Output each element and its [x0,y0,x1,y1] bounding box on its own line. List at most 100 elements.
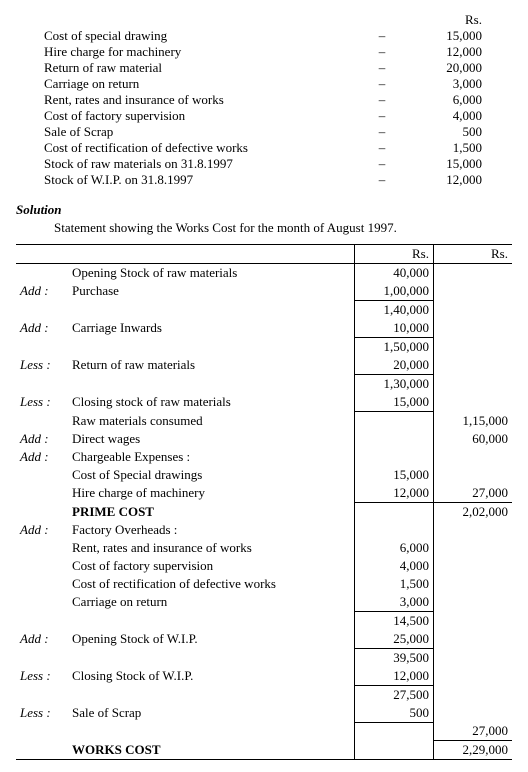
row-operator: Add : [16,448,68,466]
row-description [68,611,355,630]
table-row: 1,50,000 [16,338,512,357]
given-item-amount: 500 [412,124,512,140]
row-amount-col1: 1,500 [355,575,434,593]
row-operator [16,301,68,320]
table-row: Less :Closing Stock of W.I.P.12,000 [16,667,512,686]
row-amount-col1: 1,00,000 [355,282,434,301]
row-description [68,648,355,667]
table-row: Less :Return of raw materials20,000 [16,356,512,375]
row-amount-col1 [355,722,434,741]
given-item-amount: 12,000 [412,44,512,60]
row-amount-col2 [434,264,513,283]
row-operator: Add : [16,430,68,448]
row-amount-col2 [434,319,513,338]
given-item-amount: 15,000 [412,156,512,172]
dash: – [352,92,412,108]
row-description: Factory Overheads : [68,521,355,539]
dash: – [352,156,412,172]
row-amount-col2 [434,648,513,667]
row-amount-col2 [434,557,513,575]
row-amount-col2 [434,466,513,484]
dash: – [352,172,412,188]
table-row: Less :Closing stock of raw materials15,0… [16,393,512,412]
given-data-row: Cost of factory supervision–4,000 [44,108,512,124]
row-amount-col1: 3,000 [355,593,434,612]
row-amount-col2 [434,630,513,649]
table-row: Add :Opening Stock of W.I.P.25,000 [16,630,512,649]
row-amount-col1 [355,741,434,760]
given-data-row: Stock of W.I.P. on 31.8.1997–12,000 [44,172,512,188]
row-amount-col1: 6,000 [355,539,434,557]
given-data-row: Cost of rectification of defective works… [44,140,512,156]
row-amount-col1: 39,500 [355,648,434,667]
row-amount-col1: 1,50,000 [355,338,434,357]
given-data-row: Stock of raw materials on 31.8.1997–15,0… [44,156,512,172]
row-operator [16,264,68,283]
given-item-amount: 20,000 [412,60,512,76]
row-description: Purchase [68,282,355,301]
given-data-row: Return of raw material–20,000 [44,60,512,76]
row-description: Carriage Inwards [68,319,355,338]
table-row: 1,30,000 [16,375,512,394]
given-data-row: Sale of Scrap–500 [44,124,512,140]
given-item-desc: Cost of rectification of defective works [44,140,352,156]
table-row: Rent, rates and insurance of works6,000 [16,539,512,557]
row-description: Raw materials consumed [68,412,355,430]
row-description: Carriage on return [68,593,355,612]
given-data-row: Hire charge for machinery–12,000 [44,44,512,60]
solution-heading: Solution [16,202,512,218]
dash: – [352,108,412,124]
row-amount-col2 [434,301,513,320]
table-row: Less :Sale of Scrap500 [16,704,512,723]
row-description [68,338,355,357]
table-row: 1,40,000 [16,301,512,320]
table-row: Add :Factory Overheads : [16,521,512,539]
row-description: Return of raw materials [68,356,355,375]
col-rs-2: Rs. [434,245,513,264]
row-operator [16,722,68,741]
table-row: PRIME COST2,02,000 [16,502,512,521]
row-description [68,375,355,394]
row-description: Rent, rates and insurance of works [68,539,355,557]
table-row: Carriage on return3,000 [16,593,512,612]
row-description: Closing Stock of W.I.P. [68,667,355,686]
row-description: Cost of factory supervision [68,557,355,575]
given-data-row: Cost of special drawing–15,000 [44,28,512,44]
row-amount-col2 [434,704,513,723]
given-item-amount: 6,000 [412,92,512,108]
table-row: Raw materials consumed1,15,000 [16,412,512,430]
row-operator [16,539,68,557]
row-operator [16,648,68,667]
row-amount-col1: 12,000 [355,484,434,503]
given-item-amount: 4,000 [412,108,512,124]
table-row: 27,000 [16,722,512,741]
row-description: Direct wages [68,430,355,448]
dash: – [352,44,412,60]
row-operator: Add : [16,630,68,649]
given-item-amount: 1,500 [412,140,512,156]
row-amount-col2 [434,667,513,686]
row-description: Opening Stock of W.I.P. [68,630,355,649]
row-amount-col1: 20,000 [355,356,434,375]
row-description: PRIME COST [68,502,355,521]
given-data-row: Carriage on return–3,000 [44,76,512,92]
row-operator [16,611,68,630]
dash: – [352,28,412,44]
table-row: WORKS COST2,29,000 [16,741,512,760]
given-item-desc: Cost of factory supervision [44,108,352,124]
row-operator: Add : [16,521,68,539]
row-operator [16,741,68,760]
row-amount-col2 [434,375,513,394]
given-data-list: Rs. Cost of special drawing–15,000Hire c… [44,12,512,188]
given-data-header: Rs. [44,12,512,28]
row-description: Chargeable Expenses : [68,448,355,466]
row-amount-col1: 1,40,000 [355,301,434,320]
table-row: 39,500 [16,648,512,667]
row-description: Opening Stock of raw materials [68,264,355,283]
row-operator [16,593,68,612]
table-row: Cost of factory supervision4,000 [16,557,512,575]
row-amount-col1 [355,502,434,521]
row-description: WORKS COST [68,741,355,760]
row-operator [16,484,68,503]
given-item-desc: Hire charge for machinery [44,44,352,60]
